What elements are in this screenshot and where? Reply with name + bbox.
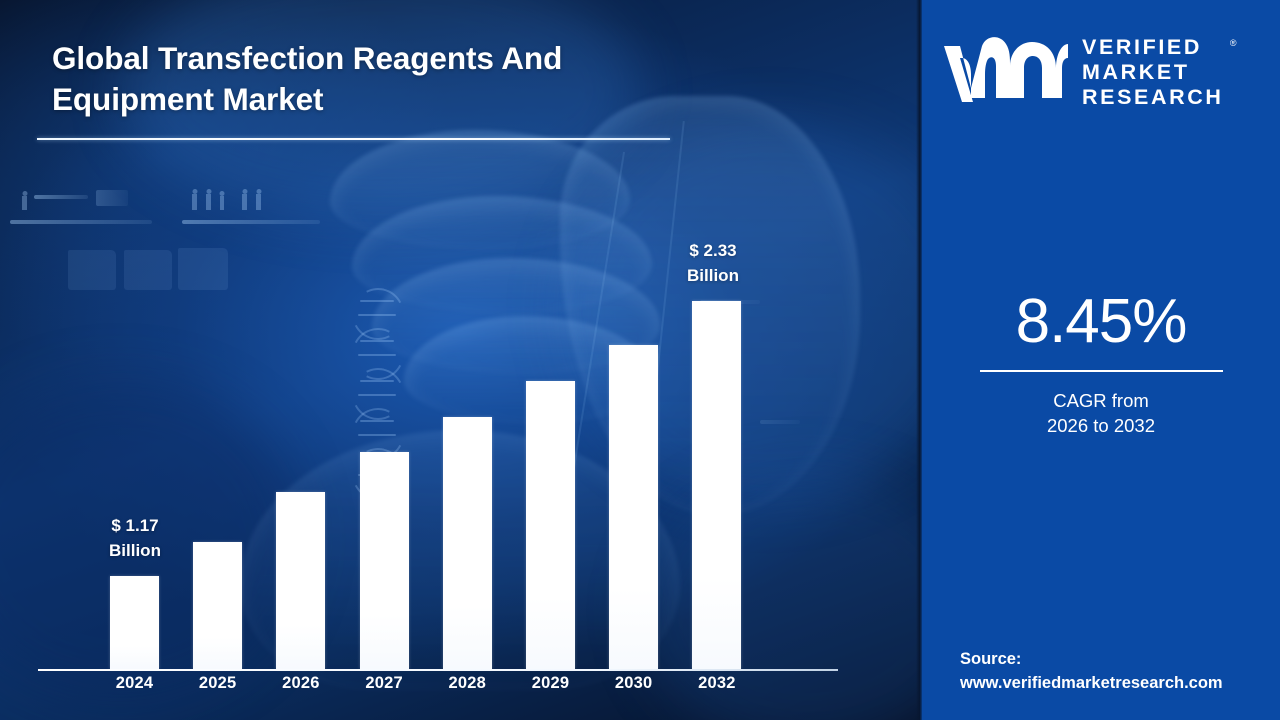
brand-panel: VERIFIED MARKET RESEARCH ® 8.45% CAGR fr…: [922, 0, 1280, 720]
brand-line-2: MARKET: [1082, 59, 1190, 84]
title-underline: [37, 138, 670, 140]
bar-2025: [193, 542, 243, 669]
bar-chart: $ 1.17 Billion $ 2.33 Billion 2024 2025 20…: [38, 238, 838, 692]
vmr-logo-icon: [944, 37, 1068, 102]
chart-panel: Global Transfection Reagents And Equipme…: [0, 0, 922, 720]
x-axis-label-2026: 2026: [282, 674, 320, 692]
x-axis-label-2025: 2025: [198, 674, 237, 692]
cagr-caption: CAGR from 2026 to 2032: [922, 388, 1280, 438]
x-axis-line: [38, 669, 838, 671]
registered-trademark-icon: ®: [1229, 37, 1237, 48]
last-value-unit: Billion: [687, 266, 739, 285]
bar-2032: [692, 301, 742, 669]
brand-line-1: VERIFIED: [1082, 34, 1202, 59]
first-value-unit: Billion: [109, 541, 161, 560]
source-url[interactable]: www.verifiedmarketresearch.com: [960, 674, 1223, 692]
cagr-value: 8.45%: [1015, 287, 1188, 356]
bar-2029: [526, 381, 575, 669]
bar-2026: [276, 492, 326, 669]
x-axis-label-2032: 2032: [698, 674, 736, 692]
x-axis-label-2028: 2028: [448, 674, 487, 692]
cagr-underline: [979, 370, 1223, 372]
panel-divider: [916, 0, 923, 720]
vmr-logo[interactable]: VERIFIED MARKET RESEARCH ®: [940, 24, 1262, 120]
source-block: Source: www.verifiedmarketresearch.com: [960, 647, 1280, 695]
x-axis-label-2029: 2029: [531, 674, 570, 692]
brand-line-3: RESEARCH: [1082, 84, 1224, 109]
cagr-block: 8.45% CAGR from 2026 to 2032: [922, 286, 1280, 438]
source-label: Source:: [960, 650, 1022, 668]
last-value-amount: $ 2.33: [689, 241, 737, 260]
brand-wordmark: VERIFIED MARKET RESEARCH ®: [1082, 34, 1236, 110]
x-axis-label-2027: 2027: [365, 674, 403, 692]
first-value-label: $ 1.17 Billion: [70, 513, 200, 563]
x-axis-label-2024: 2024: [115, 674, 154, 692]
last-value-label: $ 2.33 Billion: [648, 238, 778, 288]
cagr-caption-line-2: 2026 to 2032: [1046, 415, 1156, 436]
title-block: Global Transfection Reagents And Equipme…: [52, 38, 692, 120]
bar-2027: [359, 452, 409, 669]
bar-2028: [442, 417, 492, 669]
first-value-amount: $ 1.17: [111, 516, 159, 535]
bar-2030: [609, 345, 659, 669]
bar-2024: [110, 576, 159, 669]
cagr-caption-line-1: CAGR from: [1053, 390, 1149, 411]
page-title: Global Transfection Reagents And Equipme…: [52, 40, 563, 117]
x-axis-label-2030: 2030: [614, 674, 653, 692]
